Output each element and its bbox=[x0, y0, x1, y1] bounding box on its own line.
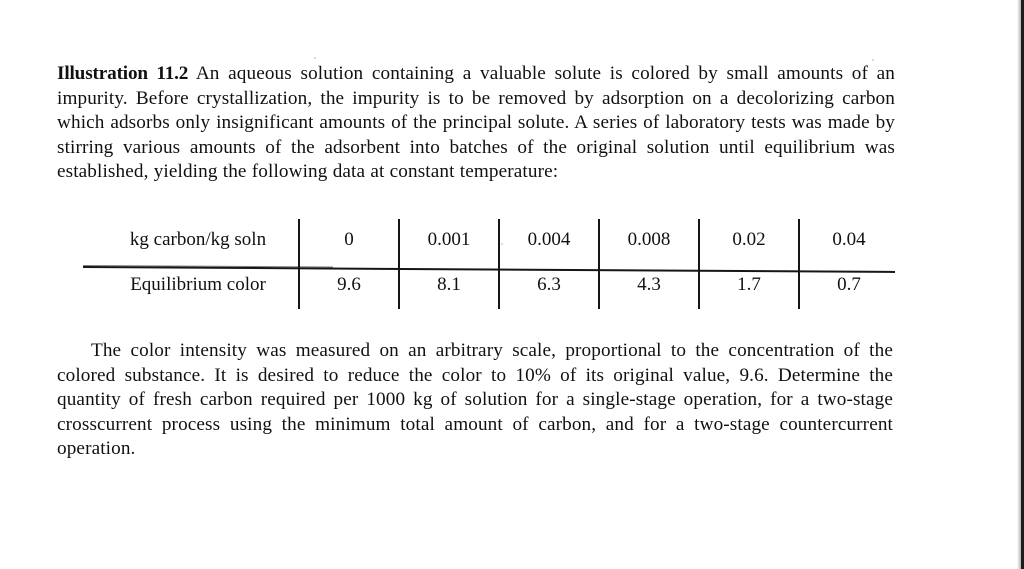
paragraph-problem-statement: The color intensity was measured on an a… bbox=[57, 339, 893, 462]
row-label-carbon-ratio: kg carbon/kg soln bbox=[129, 228, 267, 250]
scan-speckle bbox=[872, 59, 874, 61]
paragraph-1-text: An aqueous solution containing a valuabl… bbox=[57, 63, 895, 183]
paragraph-2-text: The color intensity was measured on an a… bbox=[57, 339, 893, 460]
cell-carbon-ratio-4: 0.008 bbox=[598, 218, 699, 263]
paragraph-illustration-intro: Illustration 11.2 An aqueous solution co… bbox=[57, 62, 895, 185]
equilibrium-data-table: kg carbon/kg soln 0 0.001 0.004 0.008 0.… bbox=[98, 218, 898, 309]
cell-carbon-ratio-6: 0.04 bbox=[798, 218, 898, 263]
cell-carbon-ratio-3: 0.004 bbox=[498, 218, 599, 263]
scan-speckle bbox=[501, 243, 503, 245]
cell-carbon-ratio-2: 0.001 bbox=[398, 218, 499, 263]
scan-edge-artifact bbox=[1017, 0, 1024, 569]
document-page: Illustration 11.2 An aqueous solution co… bbox=[57, 62, 898, 462]
illustration-heading: Illustration 11.2 bbox=[57, 63, 189, 84]
cell-equilibrium-color-2: 8.1 bbox=[398, 262, 499, 309]
table-row-equilibrium-color: Equilibrium color 9.6 8.1 6.3 4.3 1.7 0.… bbox=[98, 262, 898, 309]
table-row-carbon-ratio: kg carbon/kg soln 0 0.001 0.004 0.008 0.… bbox=[98, 218, 898, 263]
scan-speckle bbox=[314, 57, 316, 59]
cell-equilibrium-color-1: 9.6 bbox=[298, 262, 399, 309]
equilibrium-data-table-wrapper: kg carbon/kg soln 0 0.001 0.004 0.008 0.… bbox=[70, 218, 898, 309]
cell-carbon-ratio-1: 0 bbox=[298, 218, 399, 263]
row-label-equilibrium-color: Equilibrium color bbox=[130, 273, 266, 295]
cell-carbon-ratio-5: 0.02 bbox=[698, 218, 799, 263]
